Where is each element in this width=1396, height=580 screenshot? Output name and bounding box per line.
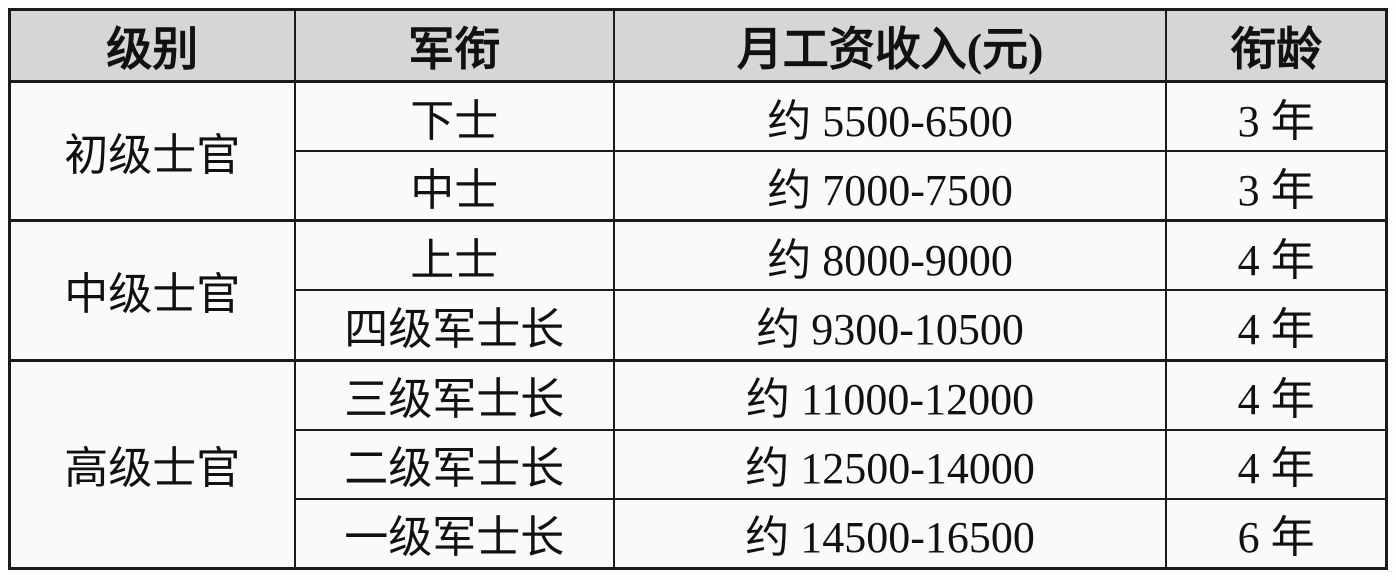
table-header: 级别 军衔 月工资收入(元) 衔龄 (8, 8, 1388, 83)
tenure-cell: 3 年 (1165, 80, 1388, 153)
nco-salary-table: 级别 军衔 月工资收入(元) 衔龄 初级士官 下士 约 5500-6500 3 … (8, 8, 1388, 570)
tenure-cell: 6 年 (1165, 497, 1388, 570)
rank-cell: 三级军士长 (293, 358, 615, 431)
salary-cell: 约 11000-12000 (612, 358, 1168, 431)
rank-cell: 二级军士长 (293, 428, 615, 500)
table-row: 一级军士长 约 14500-16500 6 年 (10, 497, 1388, 570)
tenure-cell: 3 年 (1165, 150, 1388, 222)
salary-cell: 约 8000-9000 (612, 219, 1168, 292)
level-cell-junior: 初级士官 (8, 79, 296, 222)
salary-cell: 约 5500-6500 (612, 80, 1168, 153)
rank-cell: 上士 (293, 219, 615, 292)
tenure-cell: 4 年 (1165, 428, 1388, 500)
table-row: 中级士官 上士 约 8000-9000 4 年 (8, 219, 1388, 362)
salary-cell: 约 14500-16500 (612, 497, 1168, 570)
rank-cell: 一级军士长 (293, 497, 615, 570)
header-cell-tenure: 衔龄 (1165, 8, 1388, 83)
header-cell-rank: 军衔 (293, 8, 615, 83)
salary-cell: 约 9300-10500 (612, 289, 1168, 362)
table-row: 初级士官 下士 约 5500-6500 3 年 (8, 79, 1388, 222)
salary-cell: 约 12500-14000 (612, 428, 1168, 500)
level-cell-intermediate: 中级士官 (8, 219, 296, 362)
level-cell-senior: 高级士官 (8, 358, 296, 570)
salary-cell: 约 7000-7500 (612, 150, 1168, 222)
table-body: 初级士官 下士 约 5500-6500 3 年 中士 约 7000-7500 3… (8, 79, 1388, 570)
table-row: 二级军士长 约 12500-14000 4 年 (10, 428, 1388, 500)
rank-cell: 下士 (293, 80, 615, 153)
table-row: 中士 约 7000-7500 3 年 (10, 150, 1388, 222)
table-row: 四级军士长 约 9300-10500 4 年 (10, 289, 1388, 362)
header-row: 级别 军衔 月工资收入(元) 衔龄 (8, 8, 1388, 83)
tenure-cell: 4 年 (1165, 219, 1388, 292)
header-cell-salary: 月工资收入(元) (612, 8, 1168, 83)
rank-cell: 四级军士长 (293, 289, 615, 362)
rank-cell: 中士 (293, 150, 615, 222)
header-cell-level: 级别 (8, 8, 296, 83)
tenure-cell: 4 年 (1165, 289, 1388, 362)
table-row: 高级士官 三级军士长 约 11000-12000 4 年 (8, 358, 1388, 570)
tenure-cell: 4 年 (1165, 358, 1388, 431)
